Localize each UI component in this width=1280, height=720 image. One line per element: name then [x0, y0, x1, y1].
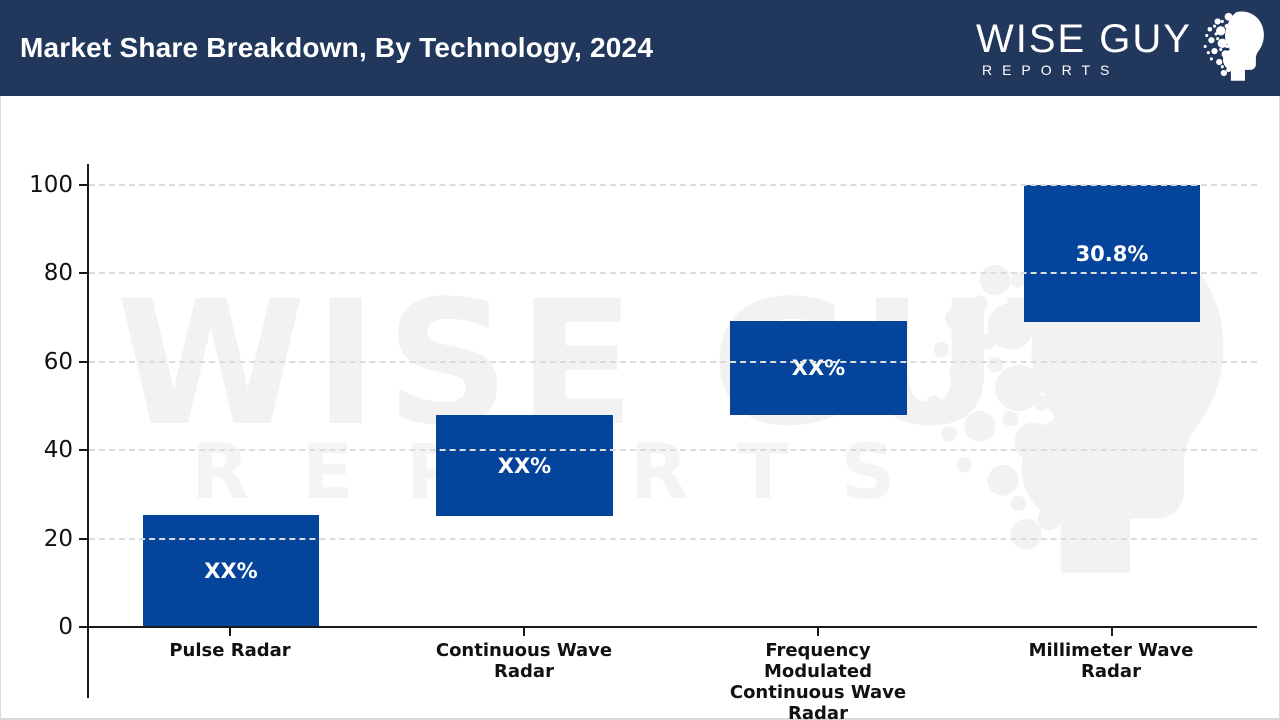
chart-title: Market Share Breakdown, By Technology, 2…: [20, 32, 654, 63]
y-tick-20: [79, 538, 87, 540]
gridline-40: [89, 449, 1257, 451]
gridline-80: [89, 272, 1257, 274]
x-label-line: Continuous Wave: [435, 640, 613, 661]
logo-subtitle: REPORTS: [981, 61, 1120, 78]
chart-area: WISE GUY REPORTS XX% XX% XX% 30.8%: [0, 96, 1280, 720]
y-tick-label: 0: [58, 614, 73, 640]
y-tick-0: [79, 626, 87, 628]
x-label-line: Radar: [1081, 661, 1141, 682]
x-label-line: Radar: [494, 661, 554, 682]
bar-value-label: XX%: [204, 559, 258, 583]
x-tick-continuous-wave-radar: [523, 628, 525, 636]
bar-fmcw-radar: XX%: [730, 321, 907, 415]
y-axis-line: [87, 164, 89, 698]
y-tick-40: [79, 449, 87, 451]
x-tick-pulse-radar: [229, 628, 231, 636]
x-axis-line: [87, 626, 1257, 628]
x-label-pulse-radar: Pulse Radar: [110, 640, 350, 661]
x-label-fmcw-radar: Frequency Modulated Continuous Wave Rada…: [698, 640, 938, 720]
x-tick-fmcw-radar: [817, 628, 819, 636]
bar-pulse-radar: XX%: [143, 515, 319, 627]
x-label-line: Radar: [788, 703, 848, 720]
header-bar: Market Share Breakdown, By Technology, 2…: [0, 0, 1280, 96]
y-tick-label: 40: [43, 437, 73, 463]
x-label-millimeter-wave-radar: Millimeter Wave Radar: [991, 640, 1231, 682]
x-label-line: Modulated: [764, 661, 872, 682]
y-tick-80: [79, 272, 87, 274]
x-label-continuous-wave-radar: Continuous Wave Radar: [404, 640, 644, 682]
gridline-100: [89, 184, 1257, 186]
y-tick-label: 20: [43, 526, 73, 552]
y-tick-100: [79, 184, 87, 186]
gridline-20: [89, 538, 1257, 540]
bar-value-label: XX%: [497, 453, 552, 478]
logo-text: WISE GUY REPORTS: [976, 19, 1192, 78]
x-label-line: Frequency: [765, 640, 871, 661]
logo-head-icon: [1203, 11, 1264, 81]
bar-millimeter-wave-radar: 30.8%: [1024, 185, 1200, 322]
y-tick-label: 60: [43, 349, 73, 375]
bar-value-label: 30.8%: [1075, 241, 1149, 266]
y-tick-60: [79, 361, 87, 363]
x-label-line: Continuous Wave: [729, 682, 907, 703]
x-label-line: Millimeter Wave: [1028, 640, 1194, 661]
y-tick-label: 80: [43, 260, 73, 286]
wiseguy-logo: WISE GUY REPORTS: [976, 10, 1266, 86]
x-label-line: Pulse Radar: [169, 640, 291, 661]
x-tick-millimeter-wave-radar: [1111, 628, 1113, 636]
bar-value-label: XX%: [791, 356, 846, 380]
y-tick-label: 100: [29, 172, 73, 198]
bar-continuous-wave-radar: XX%: [436, 415, 613, 516]
logo-wordmark: WISE GUY: [975, 16, 1192, 61]
gridline-60: [89, 361, 1257, 363]
